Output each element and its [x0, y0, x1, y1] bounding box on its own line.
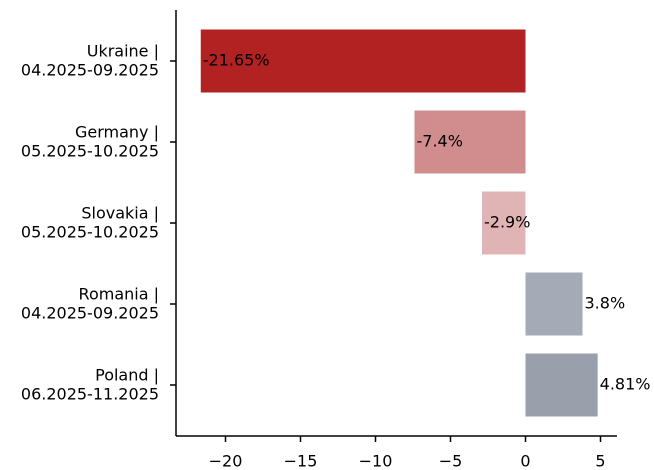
y-tick-label: Poland | 06.2025-11.2025 — [21, 365, 159, 403]
x-tick-label: −15 — [284, 452, 318, 470]
x-tick-label: 0 — [520, 452, 530, 470]
bar — [482, 191, 526, 255]
y-tick-label: Slovakia | 05.2025-10.2025 — [21, 203, 159, 241]
y-tick-label: Germany | 05.2025-10.2025 — [21, 122, 159, 160]
y-tick-label: Ukraine | 04.2025-09.2025 — [21, 41, 159, 79]
value-label: -21.65% — [203, 51, 270, 70]
bar — [414, 110, 526, 174]
bar — [525, 272, 583, 336]
value-label: 3.8% — [585, 294, 626, 313]
y-tick-label: Romania | 04.2025-09.2025 — [21, 284, 159, 322]
value-label: -7.4% — [417, 132, 463, 151]
value-label: -2.9% — [484, 213, 530, 232]
x-tick-label: −20 — [209, 452, 243, 470]
bar — [200, 29, 526, 93]
value-label: 4.81% — [600, 375, 651, 394]
bar — [525, 353, 598, 417]
x-tick-label: 5 — [595, 452, 605, 470]
x-tick-label: −10 — [359, 452, 393, 470]
x-tick-label: −5 — [439, 452, 463, 470]
